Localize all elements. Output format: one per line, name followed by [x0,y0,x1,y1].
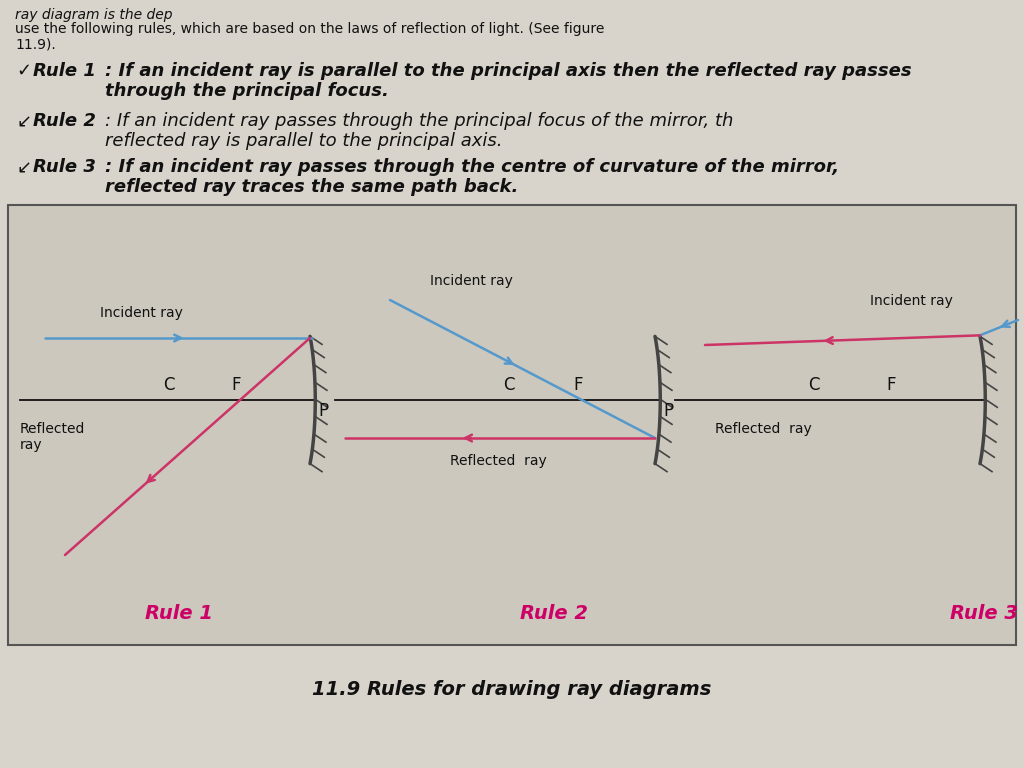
Text: ✓: ✓ [16,62,31,80]
Text: : If an incident ray passes through the centre of curvature of the mirror,: : If an incident ray passes through the … [105,158,839,176]
Text: Reflected: Reflected [20,422,85,436]
Text: C: C [808,376,820,394]
Text: ray: ray [20,438,43,452]
Text: F: F [886,376,896,394]
Text: F: F [573,376,583,394]
Text: Rule 1: Rule 1 [33,62,96,80]
Bar [8,205,1016,645]
Text: ray diagram is the dep: ray diagram is the dep [15,8,172,22]
Text: Reflected  ray: Reflected ray [715,422,812,436]
Text: use the following rules, which are based on the laws of reflection of light. (Se: use the following rules, which are based… [15,22,604,36]
Text: Rule 1: Rule 1 [145,604,213,623]
Text: Rule 2: Rule 2 [520,604,588,623]
Text: through the principal focus.: through the principal focus. [105,82,389,100]
Text: : If an incident ray passes through the principal focus of the mirror, th: : If an incident ray passes through the … [105,112,733,130]
Text: Incident ray: Incident ray [870,294,953,308]
Text: Rule 3: Rule 3 [950,604,1018,623]
Text: 11.9 Rules for drawing ray diagrams: 11.9 Rules for drawing ray diagrams [312,680,712,699]
Text: reflected ray traces the same path back.: reflected ray traces the same path back. [105,178,518,196]
Text: : If an incident ray is parallel to the principal axis then the reflected ray pa: : If an incident ray is parallel to the … [105,62,911,80]
Text: C: C [163,376,175,394]
Text: Rule 3: Rule 3 [33,158,96,176]
Text: Reflected  ray: Reflected ray [450,454,547,468]
Text: reflected ray is parallel to the principal axis.: reflected ray is parallel to the princip… [105,132,503,150]
Text: Incident ray: Incident ray [430,274,513,288]
Text: C: C [503,376,515,394]
Text: 11.9).: 11.9). [15,38,55,52]
Text: ↙: ↙ [16,114,31,132]
Text: Incident ray: Incident ray [100,306,183,320]
Text: Rule 2: Rule 2 [33,112,96,130]
Text: F: F [231,376,241,394]
Text: P: P [663,402,673,420]
Text: ↙: ↙ [16,160,31,178]
Text: P: P [318,402,328,420]
